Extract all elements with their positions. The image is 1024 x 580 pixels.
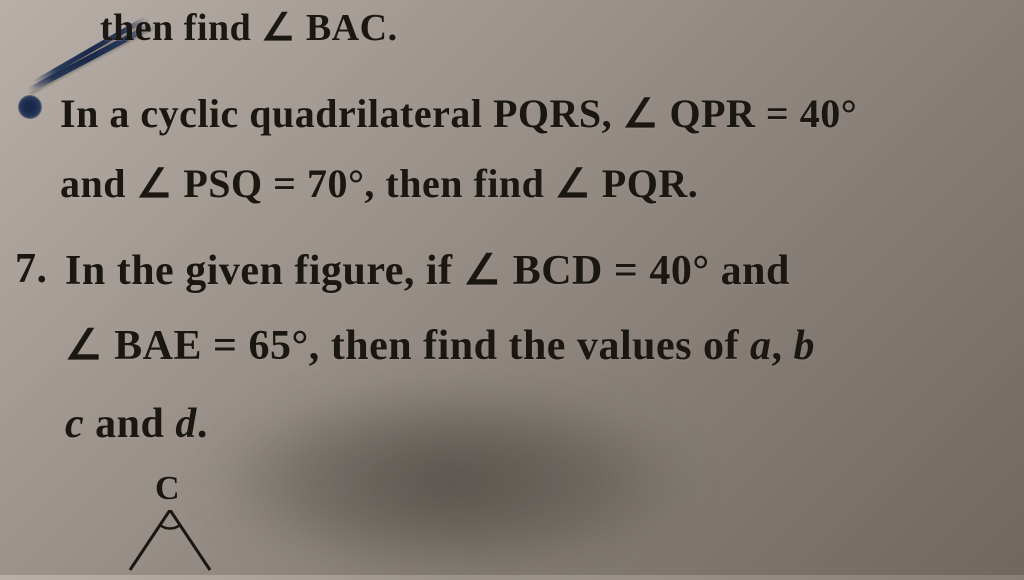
triangle-angle-arc — [160, 525, 180, 529]
triangle-left-side — [130, 510, 170, 570]
q7-l3-part2: and — [84, 401, 175, 447]
line-prev-question-end: then find ∠ BAC. — [100, 5, 398, 50]
hand-shadow — [200, 380, 700, 580]
textbook-page: then find ∠ BAC. In a cyclic quadrilater… — [0, 0, 1024, 575]
q7-l3-part4: . — [197, 401, 208, 447]
q7-var-d: d — [175, 401, 197, 447]
question-7-line-2: ∠ BAE = 65°, then find the values of a, … — [65, 320, 815, 370]
triangle-right-side — [170, 510, 210, 570]
q7-var-c: c — [65, 401, 84, 447]
question-7-line-3: c and d. — [65, 400, 208, 448]
q7-l2-part3: , — [771, 323, 793, 369]
triangle-vertex-c-label: C — [155, 470, 180, 508]
question-7-number: 7. — [15, 245, 48, 293]
triangle-figure — [120, 510, 220, 580]
q7-l2-part1: ∠ BAE = 65°, then find the values of — [65, 323, 750, 369]
pen-bullet-mark — [18, 95, 42, 119]
q7-var-b: b — [793, 323, 815, 369]
question-6-line-1: In a cyclic quadrilateral PQRS, ∠ QPR = … — [60, 90, 857, 137]
q7-var-a: a — [750, 323, 772, 369]
question-7-line-1: In the given figure, if ∠ BCD = 40° and — [65, 245, 790, 295]
question-6-line-2: and ∠ PSQ = 70°, then find ∠ PQR. — [60, 160, 698, 207]
